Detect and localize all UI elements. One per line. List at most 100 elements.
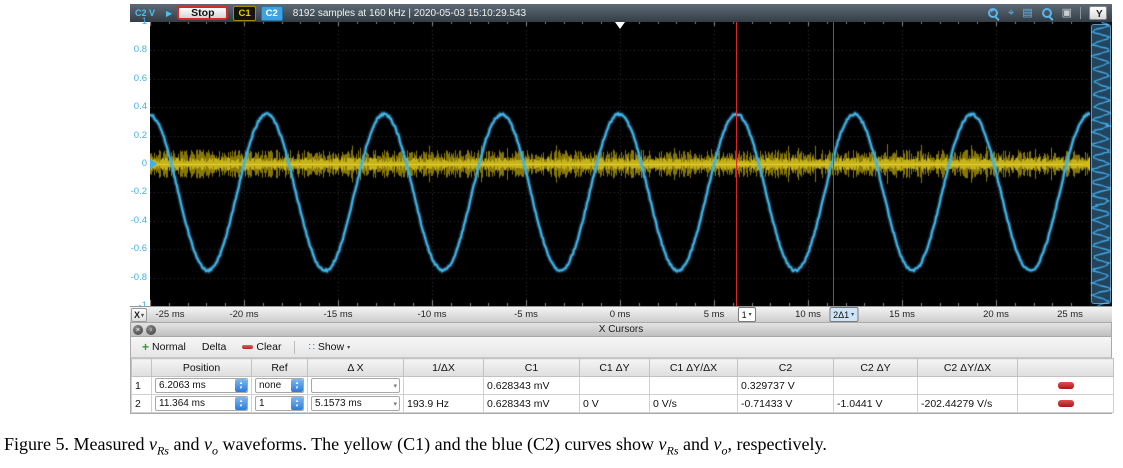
remove-cursor-button[interactable] xyxy=(1057,400,1074,407)
y-panel-button[interactable]: Y xyxy=(1089,6,1107,20)
x-cursor-tab-2[interactable]: 2Δ1 ▾ xyxy=(829,307,859,322)
add-normal-cursor-button[interactable]: + Normal xyxy=(135,339,193,355)
toolbar-separator xyxy=(1080,7,1081,19)
remove-cursor-button[interactable] xyxy=(1057,382,1074,389)
channel1-badge[interactable]: C1 xyxy=(233,5,256,21)
cursor1-c2dydx-value xyxy=(917,376,1018,395)
y-axis-unit-label: C2 V xyxy=(135,8,156,18)
chevron-down-icon: ▾ xyxy=(393,382,397,390)
panel-title: X Cursors xyxy=(598,324,644,335)
cursor2-ref-select[interactable]: 1 ▴ ▾ xyxy=(255,396,304,411)
c2-strip-canvas xyxy=(1090,22,1112,306)
c2-strip-thumb[interactable] xyxy=(1091,24,1111,304)
cursor1-c1-value: 0.628343 mV xyxy=(483,376,580,395)
clear-label: Clear xyxy=(256,341,282,353)
x-tick-label: 0 ms xyxy=(609,309,631,320)
caption-text: Figure 5. Measured xyxy=(4,434,149,454)
caption-text: , respectively. xyxy=(727,434,827,454)
x-cursor-tab-label: 1 xyxy=(741,309,747,320)
y-tick-label: -1 xyxy=(139,300,147,312)
x-tick-label: -25 ms xyxy=(155,309,185,320)
minus-icon xyxy=(242,345,254,349)
channel1-offset-marker[interactable] xyxy=(1083,159,1090,169)
col-header-c2dydx: C2 ΔY/ΔX xyxy=(917,358,1018,377)
cursor-row-number: 2 xyxy=(131,394,152,413)
clear-cursors-button[interactable]: Clear xyxy=(235,339,288,355)
stop-button[interactable]: Stop xyxy=(177,6,229,20)
x-cursor-line-1[interactable] xyxy=(735,22,738,306)
x-tick-label: 25 ms xyxy=(1057,309,1083,320)
caption-var-vrs: v xyxy=(658,434,667,454)
stepper-icon[interactable]: ▴ ▾ xyxy=(291,379,303,392)
crosshair-icon[interactable]: ⌖ xyxy=(1007,6,1015,19)
chevron-down-icon: ▾ xyxy=(393,400,397,408)
cursor1-position-value: 6.2063 ms xyxy=(159,380,206,391)
col-header-ref: Ref xyxy=(251,358,308,377)
x-tick-label: -15 ms xyxy=(323,309,353,320)
cursor1-c1dydx-value xyxy=(649,376,738,395)
cursor-row-number: 1 xyxy=(131,376,152,395)
chevron-down-icon: ▾ xyxy=(851,312,855,318)
grid-icon[interactable]: ▤ xyxy=(1022,6,1033,19)
x-axis-button-label: X xyxy=(134,310,141,320)
x-axis-button[interactable]: X ▾ xyxy=(131,308,148,322)
cursor2-invdx: 193.9 Hz xyxy=(403,394,484,413)
cursor2-ref-value: 1 xyxy=(259,398,265,409)
chevron-down-icon: ▾ xyxy=(141,312,145,319)
cursor1-dx-select[interactable]: ▾ xyxy=(311,378,400,393)
chevron-down-icon: ▾ xyxy=(347,344,351,351)
channel2-offset-marker[interactable] xyxy=(150,159,157,169)
show-menu-button[interactable]: ∷ Show ▾ xyxy=(301,339,357,355)
caption-text: and xyxy=(678,434,714,454)
col-header-c2dy: C2 ΔY xyxy=(833,358,918,377)
add-delta-label: Delta xyxy=(201,341,227,353)
cursor2-position-select[interactable]: 11.364 ms ▴ ▾ xyxy=(155,396,248,411)
x-tick-label: 20 ms xyxy=(983,309,1009,320)
channel2-badge[interactable]: C2 xyxy=(260,5,283,21)
x-tick-label: -10 ms xyxy=(417,309,447,320)
x-cursor-line-2[interactable] xyxy=(832,22,835,306)
col-header-invdx: 1/ΔX xyxy=(403,358,484,377)
col-header-c1dydx: C1 ΔY/ΔX xyxy=(649,358,738,377)
y-tick-label: -0.2 xyxy=(130,186,147,198)
stepper-icon[interactable]: ▴ ▾ xyxy=(235,379,247,392)
x-cursors-panel: × ▫ X Cursors + Normal Delta Clear ∷ xyxy=(130,322,1114,414)
col-header-num xyxy=(131,358,152,377)
y-tick-label: 0.4 xyxy=(133,101,147,113)
trigger-marker[interactable] xyxy=(615,22,625,29)
cursor2-position-value: 11.364 ms xyxy=(159,398,205,409)
x-tick-label: 5 ms xyxy=(703,309,725,320)
cursor2-dx-select[interactable]: 5.1573 ms ▾ xyxy=(311,396,400,411)
c2-scroll-strip[interactable] xyxy=(1090,22,1112,306)
table-header-row: Position Ref Δ X 1/ΔX C1 C1 ΔY C1 ΔY/ΔX … xyxy=(131,358,1114,377)
caption-var-vo: v xyxy=(713,434,722,454)
caption-text: and xyxy=(168,434,204,454)
waveform-canvas xyxy=(150,22,1090,306)
export-icon[interactable]: ▣ xyxy=(1061,6,1072,19)
add-delta-cursor-button[interactable]: Delta xyxy=(195,339,234,355)
list-icon: ∷ xyxy=(308,341,315,353)
y-tick-label: 1 xyxy=(141,16,147,27)
cursor2-c2dydx-value: -202.44279 V/s xyxy=(917,394,1018,413)
zoom-icon[interactable] xyxy=(1041,7,1054,20)
x-cursor-tab-1[interactable]: 1 ▾ xyxy=(737,307,756,322)
cursor1-c2dy-value xyxy=(833,376,918,395)
plot-area[interactable] xyxy=(150,22,1090,306)
undock-panel-button[interactable]: ▫ xyxy=(146,324,156,335)
zoom-in-icon[interactable]: + xyxy=(987,6,1000,20)
cursor1-invdx xyxy=(403,376,484,395)
add-normal-label: Normal xyxy=(152,341,186,353)
stepper-icon[interactable]: ▴ ▾ xyxy=(291,397,303,410)
cursors-toolbar: + Normal Delta Clear ∷ Show ▾ xyxy=(131,337,1111,358)
run-icon[interactable]: ▶ xyxy=(166,8,173,18)
cursor1-ref-select[interactable]: none ▴ ▾ xyxy=(255,378,304,393)
table-row: 2 11.364 ms ▴ ▾ 1 ▴ ▾ 5.1573 ms xyxy=(131,394,1114,413)
cursor1-position-select[interactable]: 6.2063 ms ▴ ▾ xyxy=(155,378,248,393)
cursor2-c1-value: 0.628343 mV xyxy=(483,394,580,413)
col-header-c2: C2 xyxy=(737,358,834,377)
close-panel-button[interactable]: × xyxy=(133,324,143,335)
caption-text: waveforms. The yellow (C1) and the blue … xyxy=(217,434,659,454)
stepper-icon[interactable]: ▴ ▾ xyxy=(235,397,247,410)
y-axis-labels: 1 0.8 0.6 0.4 0.2 0 -0.2 -0.4 -0.6 -0.8 -1 xyxy=(130,16,150,311)
oscilloscope-window: C2 V ▶ Stop C1 C2 8192 samples at 160 kH… xyxy=(130,4,1114,414)
